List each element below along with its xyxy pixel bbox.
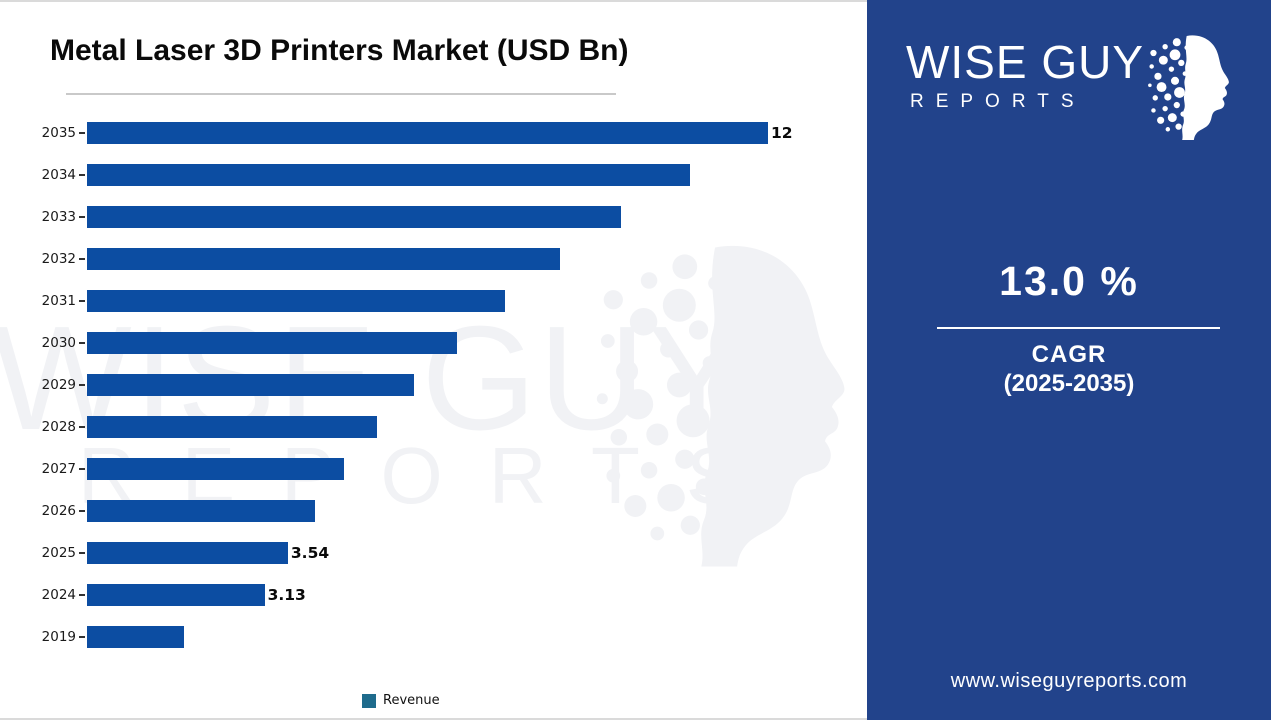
bar-row-2029: 2029: [6, 364, 856, 406]
bar-row-2028: 2028: [6, 406, 856, 448]
chart-area: WISE GUY REPORTS Metal Laser 3D Printers…: [0, 0, 867, 720]
axis-tick-mark: [79, 426, 85, 428]
y-axis-tick-label: 2026: [41, 503, 76, 519]
axis-tick-mark: [79, 258, 85, 260]
bar-row-2031: 2031: [6, 280, 856, 322]
y-axis-tick-label: 2031: [41, 293, 76, 309]
y-axis-tick-label: 2032: [41, 251, 76, 267]
revenue-bar-2035: [87, 122, 768, 144]
axis-tick-mark: [79, 510, 85, 512]
revenue-bar-2031: [87, 290, 506, 312]
legend-label: Revenue: [383, 693, 440, 708]
y-axis-tick-label: 2034: [41, 167, 76, 183]
cagr-divider: [937, 327, 1220, 329]
y-axis-tick-label: 2027: [41, 461, 76, 477]
revenue-bar-2019: [87, 626, 184, 648]
bar-row-2030: 2030: [6, 322, 856, 364]
axis-tick-mark: [79, 132, 85, 134]
bar-rows: 2035 12 2034 2033 2032 2031 2030 2029 2028 2027 20…: [6, 112, 856, 658]
bar-chart: Metal Laser 3D Printers Market (USD Bn) …: [0, 2, 867, 718]
cagr-period: (2025-2035): [1003, 370, 1135, 397]
logo-reports-text: REPORTS: [909, 90, 1086, 112]
chart-legend: Revenue: [362, 693, 440, 708]
bar-row-2026: 2026: [6, 490, 856, 532]
axis-tick-mark: [79, 300, 85, 302]
revenue-bar-2030: [87, 332, 457, 354]
y-axis-tick-label: 2019: [41, 629, 76, 645]
bar-row-2019: 2019: [6, 616, 856, 658]
bar-value-label: 3.13: [267, 586, 306, 604]
cagr-value: 13.0 %: [999, 258, 1139, 304]
revenue-bar-2028: [87, 416, 377, 438]
axis-tick-mark: [79, 552, 85, 554]
bar-value-label: 3.54: [290, 544, 330, 562]
axis-tick-mark: [79, 594, 85, 596]
bar-row-2033: 2033: [6, 196, 856, 238]
brand-panel: WISE GUY REPORTS 13.0 % CAGR (2025-2035)…: [867, 0, 1271, 720]
website-link[interactable]: www.wiseguyreports.com: [950, 670, 1188, 692]
revenue-bar-2025: [87, 542, 288, 564]
revenue-bar-2029: [87, 374, 415, 396]
chart-title: Metal Laser 3D Printers Market (USD Bn): [50, 34, 629, 67]
logo-head-icon: [1148, 35, 1229, 141]
revenue-bar-2027: [87, 458, 345, 480]
revenue-bar-2026: [87, 500, 316, 522]
y-axis-tick-label: 2025: [41, 545, 76, 561]
title-underline: [66, 93, 616, 95]
axis-tick-mark: [79, 216, 85, 218]
y-axis-tick-label: 2035: [41, 125, 76, 141]
wiseguy-logo: WISE GUY REPORTS: [867, 35, 1271, 142]
revenue-bar-2024: [87, 584, 265, 606]
bar-value-label: 12: [771, 124, 793, 142]
bar-row-2032: 2032: [6, 238, 856, 280]
axis-tick-mark: [79, 468, 85, 470]
legend-swatch-revenue: [362, 693, 376, 708]
y-axis-tick-label: 2030: [41, 335, 76, 351]
revenue-bar-2033: [87, 206, 621, 228]
axis-tick-mark: [79, 636, 85, 638]
axis-tick-mark: [79, 342, 85, 344]
axis-tick-mark: [79, 384, 85, 386]
bar-row-2027: 2027: [6, 448, 856, 490]
bar-row-2024: 2024 3.13: [6, 574, 856, 616]
logo-text: WISE GUY REPORTS: [906, 36, 1144, 113]
cagr-label: CAGR: [1031, 341, 1107, 368]
y-axis-tick-label: 2028: [41, 419, 76, 435]
revenue-bar-2034: [87, 164, 691, 186]
axis-tick-mark: [79, 174, 85, 176]
y-axis-tick-label: 2033: [41, 209, 76, 225]
bar-row-2035: 2035 12: [6, 112, 856, 154]
y-axis-tick-label: 2024: [41, 587, 76, 603]
bar-row-2034: 2034: [6, 154, 856, 196]
y-axis-tick-label: 2029: [41, 377, 76, 393]
bar-row-2025: 2025 3.54: [6, 532, 856, 574]
logo-wiseguy-text: WISE GUY: [905, 36, 1145, 88]
revenue-bar-2032: [87, 248, 560, 270]
